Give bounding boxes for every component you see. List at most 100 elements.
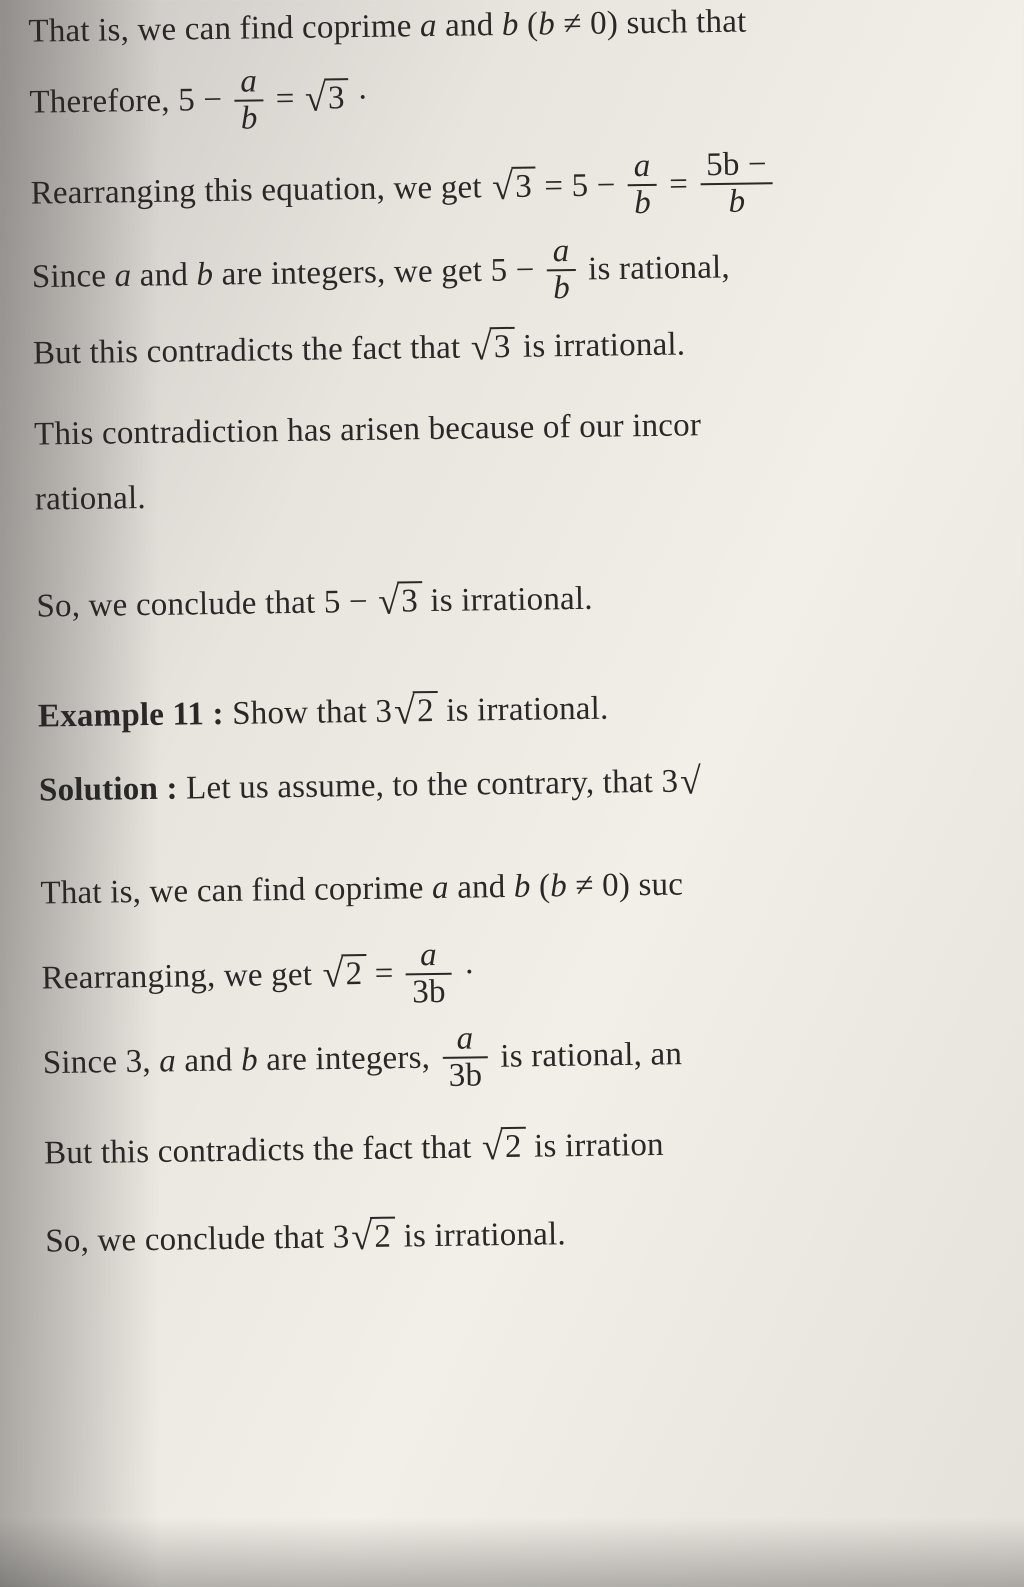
sqrt-arg: 2	[341, 954, 366, 992]
sqrt-2: √2	[391, 672, 438, 747]
var-b: b	[550, 868, 567, 904]
text: ≠ 0) suc	[567, 866, 684, 904]
frac-den: b	[235, 101, 264, 135]
text: is rational, an	[500, 1036, 682, 1075]
frac-num: 5b −	[700, 148, 773, 185]
frac-den: b	[700, 184, 773, 219]
text: =	[669, 166, 697, 202]
radical-icon: √	[322, 954, 344, 996]
text-line-5: But this contradicts the fact that √3 is…	[32, 301, 1001, 389]
radical-icon: √	[470, 326, 492, 368]
sqrt-arg: 3	[324, 78, 349, 116]
radical-icon: √	[351, 1216, 373, 1258]
frac-den: b	[628, 186, 657, 220]
text: (	[518, 6, 538, 42]
sqrt-3: √3	[376, 562, 423, 637]
text-line-12: Rearranging, we get √2 = a 3b ·	[41, 926, 1010, 1016]
page-content: That is, we can find coprime a and b (b …	[0, 0, 1024, 1587]
text: are integers, we get 5 −	[213, 252, 543, 293]
radical-icon: √	[680, 760, 702, 802]
frac-num: a	[628, 150, 657, 186]
text: and	[436, 7, 502, 44]
sqrt-2: √2	[479, 1107, 526, 1182]
text: But this contradicts the fact that	[33, 330, 469, 372]
text-line-13: Since 3, a and b are integers, a 3b is r…	[42, 1017, 1011, 1101]
text-line-8: So, we conclude that 5 − √3 is irrationa…	[36, 554, 1005, 642]
fraction-5b-over-b: 5b − b	[700, 148, 774, 219]
text: Show that 3	[232, 693, 392, 731]
frac-num: a	[234, 65, 263, 101]
text: 5b −	[706, 146, 767, 183]
text-line-3: Rearranging this equation, we get √3 = 5…	[30, 141, 999, 231]
text: =	[276, 81, 304, 117]
text: Since 3,	[43, 1043, 160, 1081]
var-a: a	[114, 258, 131, 294]
sqrt-arg: 2	[413, 691, 438, 729]
sqrt-arg: 3	[511, 166, 536, 204]
text: But this contradicts the fact that	[44, 1129, 480, 1171]
var-a: a	[420, 8, 437, 44]
var-a: a	[159, 1043, 176, 1079]
text: ·	[464, 955, 476, 991]
var-b: b	[196, 257, 213, 293]
example-label: Example 11 :	[38, 696, 233, 735]
text: =	[374, 956, 402, 992]
text: That is, we can find coprime	[40, 870, 432, 911]
text: 3b	[448, 1057, 482, 1093]
fraction-a-over-3b: a 3b	[406, 938, 452, 1009]
text: is irrational.	[430, 581, 593, 619]
sqrt-arg: 2	[501, 1126, 526, 1164]
radical-icon: √	[378, 580, 400, 622]
text-line-2: Therefore, 5 − a b = √3 ·	[29, 50, 998, 140]
text-line-10: Solution : Let us assume, to the contrar…	[38, 738, 1007, 826]
text: So, we conclude that 5 −	[36, 584, 376, 625]
text: is irrational.	[523, 327, 686, 365]
frac-den: 3b	[406, 974, 452, 1009]
sqrt-arg: 2	[370, 1216, 395, 1254]
text: are integers,	[258, 1039, 439, 1078]
text: is irrational.	[438, 690, 609, 728]
frac-num: a	[406, 938, 452, 975]
sqrt-partial: √	[678, 742, 702, 816]
solution-label: Solution :	[39, 770, 187, 808]
var-a: a	[432, 870, 449, 906]
radical-icon: √	[394, 690, 416, 732]
text: Rearranging this equation, we get	[30, 169, 490, 211]
text: = 5 −	[544, 167, 624, 204]
text: Rearranging, we get	[41, 957, 320, 997]
text: ·	[349, 80, 369, 116]
sqrt-2: √2	[349, 1197, 396, 1272]
frac-den: 3b	[443, 1058, 489, 1093]
var-b: b	[502, 7, 519, 43]
var-b: b	[241, 1042, 258, 1078]
text-line-15: So, we conclude that 3√2 is irrational.	[45, 1189, 1014, 1277]
fraction-a-over-b: a b	[547, 235, 577, 305]
text: This contradiction has arisen because of…	[34, 407, 701, 452]
radical-icon: √	[482, 1126, 504, 1168]
text: Since	[32, 258, 115, 295]
fraction-a-over-3b: a 3b	[442, 1022, 488, 1093]
text: ≠ 0) such that	[555, 4, 747, 43]
frac-num: a	[547, 235, 576, 271]
var-b: b	[538, 6, 555, 42]
text-line-9: Example 11 : Show that 3√2 is irrational…	[37, 664, 1006, 752]
var-b: b	[514, 869, 531, 905]
sqrt-3: √3	[468, 308, 515, 383]
text: is irration	[534, 1126, 664, 1164]
text: rational.	[35, 480, 146, 518]
sqrt-arg: 3	[490, 327, 515, 365]
text: 3b	[412, 974, 446, 1010]
sqrt-3: √3	[490, 147, 537, 222]
radical-icon: √	[305, 78, 327, 120]
sqrt-2: √2	[320, 935, 367, 1010]
text: is irrational.	[395, 1216, 566, 1254]
text: and	[131, 257, 197, 294]
text: and	[176, 1042, 242, 1079]
fraction-a-over-b: a b	[628, 150, 658, 220]
frac-den: b	[547, 271, 576, 305]
fraction-a-over-b: a b	[234, 65, 264, 135]
text: is rational,	[588, 250, 730, 288]
text: Let us assume, to the contrary, that 3	[186, 763, 679, 806]
text: Therefore, 5 −	[29, 82, 231, 121]
text: So, we conclude that 3	[45, 1219, 350, 1259]
